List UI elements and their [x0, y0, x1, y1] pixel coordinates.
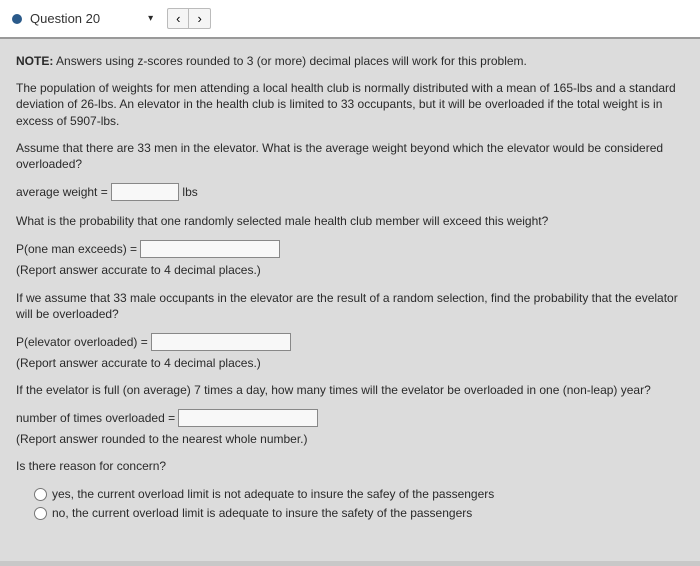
times-label: number of times overloaded = — [16, 411, 178, 425]
overloaded-input[interactable] — [151, 333, 291, 351]
radio-no-label: no, the current overload limit is adequa… — [52, 505, 472, 521]
intro-paragraph: The population of weights for men attend… — [16, 80, 684, 129]
prompt-overloaded: If we assume that 33 male occupants in t… — [16, 290, 684, 322]
note-line: NOTE: Answers using z-scores rounded to … — [16, 53, 684, 69]
radio-option-yes: yes, the current overload limit is not a… — [34, 486, 684, 502]
prev-button[interactable]: ‹ — [167, 8, 188, 29]
one-exceeds-label: P(one man exceeds) = — [16, 242, 140, 256]
dropdown-toggle[interactable]: ▾ — [148, 13, 153, 24]
overloaded-line: P(elevator overloaded) = — [16, 333, 684, 351]
avg-weight-line: average weight = lbs — [16, 183, 684, 201]
radio-yes-label: yes, the current overload limit is not a… — [52, 486, 494, 502]
radio-yes[interactable] — [34, 488, 47, 501]
hint-4dp-1: (Report answer accurate to 4 decimal pla… — [16, 262, 684, 278]
hint-4dp-2: (Report answer accurate to 4 decimal pla… — [16, 355, 684, 371]
note-text: Answers using z-scores rounded to 3 (or … — [53, 54, 527, 68]
next-button[interactable]: › — [188, 8, 210, 29]
radio-option-no: no, the current overload limit is adequa… — [34, 505, 684, 521]
prompt-one-exceeds: What is the probability that one randoml… — [16, 213, 684, 229]
times-line: number of times overloaded = — [16, 409, 684, 427]
question-content: NOTE: Answers using z-scores rounded to … — [0, 39, 700, 561]
avg-weight-label: average weight = — [16, 185, 111, 199]
prompt-times: If the evelator is full (on average) 7 t… — [16, 382, 684, 398]
hint-whole: (Report answer rounded to the nearest wh… — [16, 431, 684, 447]
radio-no[interactable] — [34, 507, 47, 520]
nav-group: ‹ › — [167, 8, 211, 29]
one-exceeds-line: P(one man exceeds) = — [16, 240, 684, 258]
overloaded-label: P(elevator overloaded) = — [16, 335, 151, 349]
one-exceeds-input[interactable] — [140, 240, 280, 258]
question-header: Question 20 ▾ ‹ › — [0, 0, 700, 39]
concern-radio-group: yes, the current overload limit is not a… — [16, 486, 684, 521]
times-input[interactable] — [178, 409, 318, 427]
avg-weight-input[interactable] — [111, 183, 179, 201]
question-title: Question 20 — [30, 11, 100, 26]
prompt-avg-weight: Assume that there are 33 men in the elev… — [16, 140, 684, 172]
avg-weight-unit: lbs — [179, 185, 198, 199]
prompt-concern: Is there reason for concern? — [16, 458, 684, 474]
note-label: NOTE: — [16, 54, 53, 68]
status-dot-icon — [12, 14, 22, 24]
